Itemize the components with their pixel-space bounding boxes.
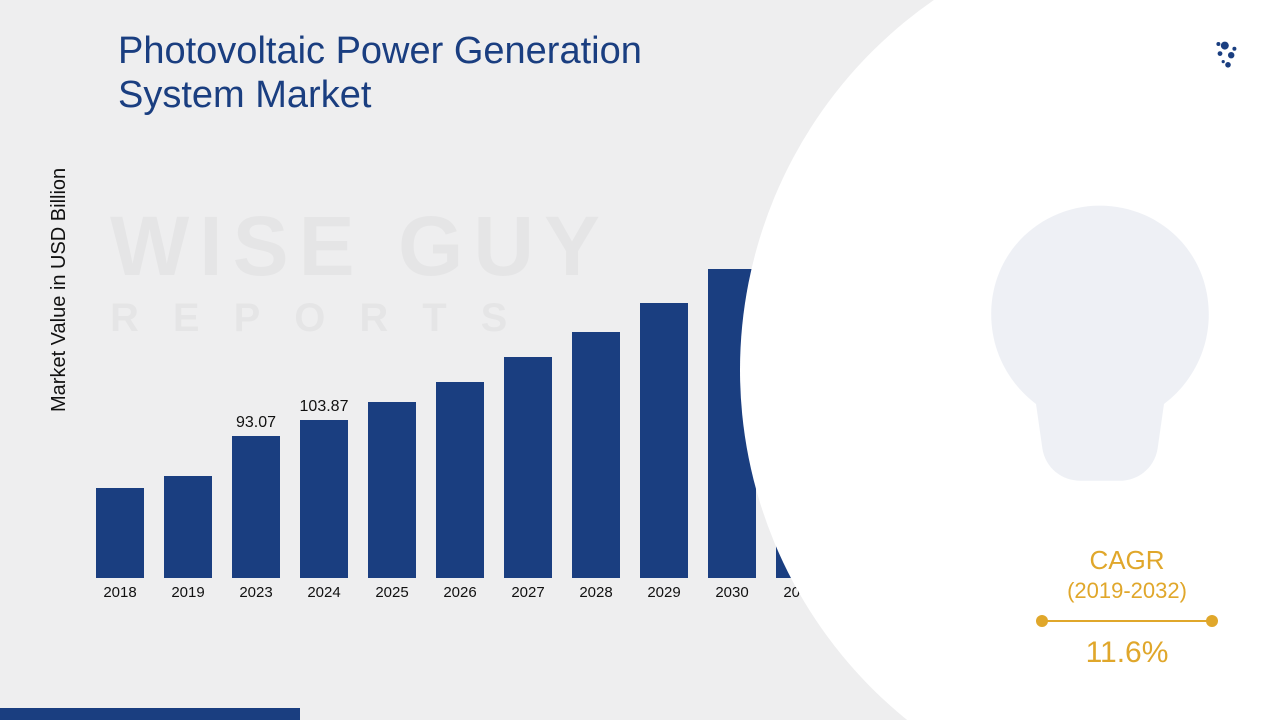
bar [300, 420, 348, 578]
bar [572, 332, 620, 578]
bar-2024: 103.87 [300, 398, 348, 578]
cagr-divider [1042, 620, 1212, 622]
brand-head-icon [1172, 28, 1252, 108]
bar-2019 [164, 472, 212, 578]
x-tick: 2019 [164, 584, 212, 610]
cagr-label: CAGR [1002, 545, 1252, 576]
x-tick: 2030 [708, 584, 756, 610]
x-tick: 2018 [96, 584, 144, 610]
brand-logo: WISE GUY R E P O R T S [975, 34, 1170, 136]
cagr-box: CAGR (2019-2032) 11.6% [1002, 545, 1252, 670]
x-tick: 2027 [504, 584, 552, 610]
bar-2027 [504, 353, 552, 578]
cagr-dot-right [1206, 615, 1218, 627]
bar-2028 [572, 328, 620, 578]
bar-2018 [96, 484, 144, 578]
brand-line2: R E P O R T S [975, 104, 1170, 136]
x-tick: 2029 [640, 584, 688, 610]
bar [436, 382, 484, 578]
x-tick: 2028 [572, 584, 620, 610]
bar [504, 357, 552, 578]
bar [368, 402, 416, 579]
x-tick: 2024 [300, 584, 348, 610]
bar-value-label: 103.87 [300, 398, 349, 416]
x-axis: 2018 2019 2023 2024 2025 2026 2027 2028 2029 2030… [90, 584, 910, 610]
right-panel: WISE GUY R E P O R T S CAGR (2019-2032) … [975, 0, 1280, 720]
footer-accent-bar [0, 708, 300, 720]
bar [164, 476, 212, 578]
bar [96, 488, 144, 578]
bar [232, 436, 280, 578]
brand-line1: WISE GUY [975, 34, 1170, 102]
bar-2023: 93.07 [232, 414, 280, 578]
bar-2025 [368, 398, 416, 579]
cagr-range: (2019-2032) [1002, 578, 1252, 604]
bar-2026 [436, 378, 484, 578]
bar [640, 303, 688, 578]
y-axis-label: Market Value in USD Billion [48, 168, 71, 412]
cagr-value: 11.6% [1002, 636, 1252, 670]
x-tick: 2023 [232, 584, 280, 610]
bar-value-label: 93.07 [236, 414, 276, 432]
bar-2029 [640, 299, 688, 578]
x-tick: 2025 [368, 584, 416, 610]
x-tick: 2026 [436, 584, 484, 610]
chart-title: Photovoltaic Power Generation System Mar… [118, 30, 678, 117]
watermark-head-icon [940, 180, 1260, 500]
stage: WISE GUY REPORTS Photovoltaic Power Gene… [0, 0, 1280, 720]
cagr-dot-left [1036, 615, 1048, 627]
